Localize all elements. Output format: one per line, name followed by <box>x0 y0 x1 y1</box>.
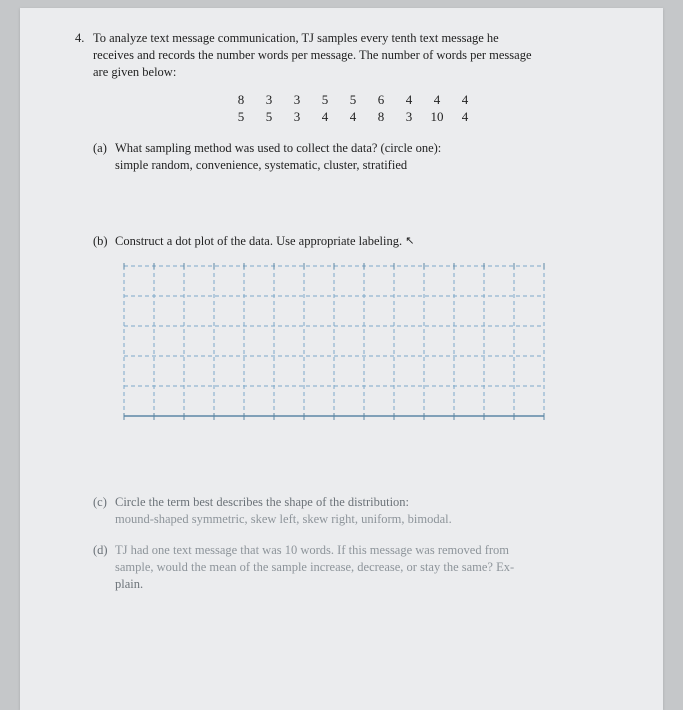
part-a-line1: What sampling method was used to collect… <box>115 141 441 155</box>
question-stem: To analyze text message communication, T… <box>93 30 613 597</box>
data-cell: 3 <box>283 91 311 109</box>
part-c: (c) Circle the term best describes the s… <box>93 494 613 528</box>
part-a: (a) What sampling method was used to col… <box>93 140 613 174</box>
grid-svg <box>123 262 545 424</box>
data-row-1: 833556444 <box>93 91 613 109</box>
stem-line-2: receives and records the number words pe… <box>93 48 532 62</box>
data-cell: 3 <box>395 108 423 126</box>
data-cell: 4 <box>311 108 339 126</box>
part-a-letter: (a) <box>93 140 115 174</box>
data-cell: 4 <box>451 108 479 126</box>
data-cell: 4 <box>423 91 451 109</box>
data-cell: 4 <box>339 108 367 126</box>
data-cell: 4 <box>395 91 423 109</box>
part-b-body: Construct a dot plot of the data. Use ap… <box>115 233 613 250</box>
data-cell: 5 <box>227 108 255 126</box>
part-b: (b) Construct a dot plot of the data. Us… <box>93 233 613 250</box>
part-b-letter: (b) <box>93 233 115 250</box>
part-c-letter: (c) <box>93 494 115 528</box>
cursor-icon: ↖ <box>405 234 414 249</box>
data-cell: 3 <box>255 91 283 109</box>
dot-plot-grid <box>123 262 613 424</box>
worksheet-page: 4. To analyze text message communication… <box>20 8 663 710</box>
part-d-line2: sample, would the mean of the sample inc… <box>115 560 514 574</box>
data-cell: 3 <box>283 108 311 126</box>
question-number: 4. <box>75 30 93 597</box>
stem-line-3: are given below: <box>93 65 176 79</box>
data-cell: 10 <box>423 108 451 126</box>
part-a-body: What sampling method was used to collect… <box>115 140 613 174</box>
part-d-letter: (d) <box>93 542 115 593</box>
part-c-line1: Circle the term best describes the shape… <box>115 495 409 509</box>
question-4: 4. To analyze text message communication… <box>75 30 613 597</box>
part-d-line1: TJ had one text message that was 10 word… <box>115 543 509 557</box>
data-cell: 6 <box>367 91 395 109</box>
part-a-line2: simple random, convenience, systematic, … <box>115 158 407 172</box>
part-c-body: Circle the term best describes the shape… <box>115 494 613 528</box>
stem-line-1: To analyze text message communication, T… <box>93 31 499 45</box>
part-b-text: Construct a dot plot of the data. Use ap… <box>115 234 402 248</box>
part-d-body: TJ had one text message that was 10 word… <box>115 542 613 593</box>
data-cell: 5 <box>339 91 367 109</box>
data-cell: 4 <box>451 91 479 109</box>
data-cell: 5 <box>255 108 283 126</box>
part-c-line2: mound-shaped symmetric, skew left, skew … <box>115 512 452 526</box>
data-table: 833556444 5534483104 <box>93 91 613 126</box>
part-d: (d) TJ had one text message that was 10 … <box>93 542 613 593</box>
data-cell: 8 <box>367 108 395 126</box>
data-cell: 5 <box>311 91 339 109</box>
part-d-line3: plain. <box>115 577 143 591</box>
data-row-2: 5534483104 <box>93 108 613 126</box>
data-cell: 8 <box>227 91 255 109</box>
